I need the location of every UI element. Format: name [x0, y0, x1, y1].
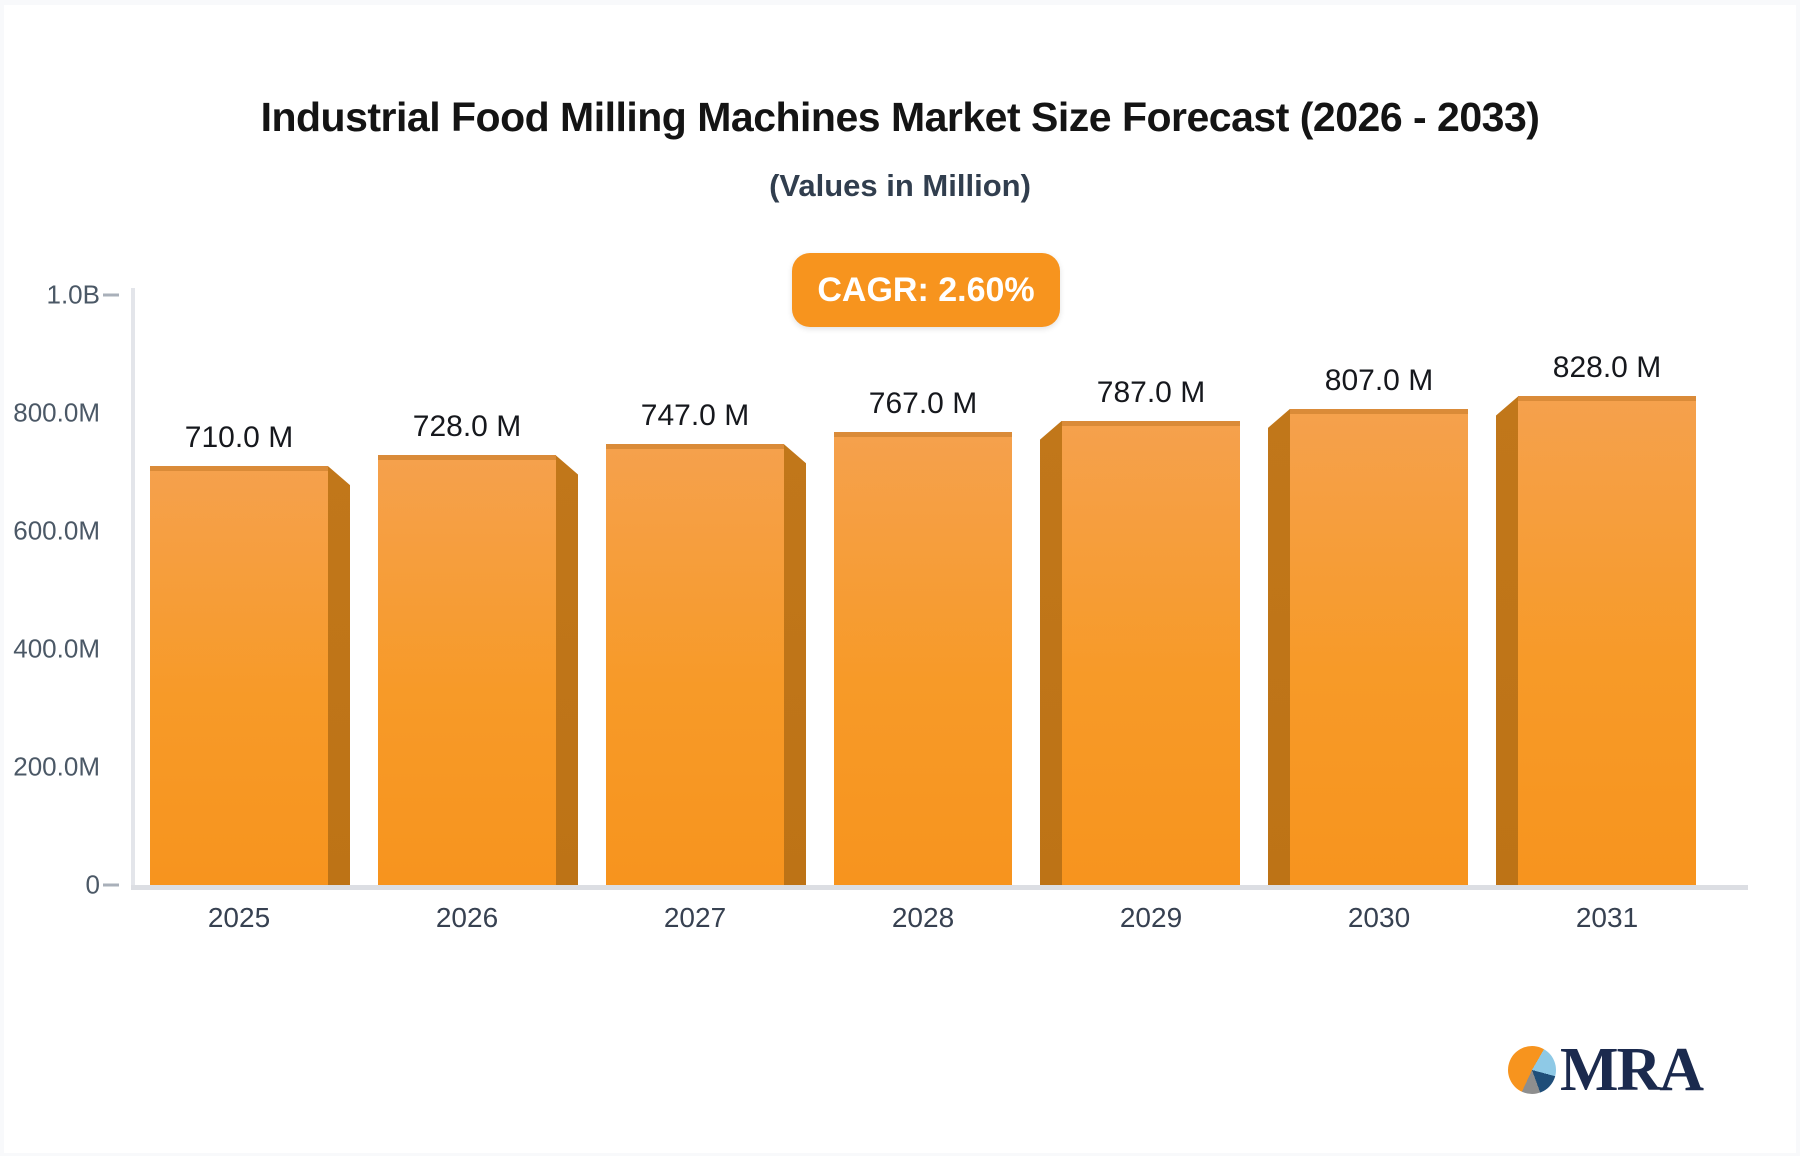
x-axis-label-2030: 2030: [1347, 902, 1411, 933]
bar-3d-side: [556, 455, 578, 885]
chart-title: Industrial Food Milling Machines Market …: [260, 94, 1540, 140]
bar-2031: [1518, 396, 1696, 885]
brand-logo-text: MRA: [1560, 1036, 1704, 1104]
x-axis-label-2029: 2029: [1119, 902, 1183, 933]
bar-3d-side: [1496, 396, 1518, 885]
brand-logo: MRA: [1508, 1036, 1704, 1104]
bar-value-label: 787.0 M: [1096, 375, 1206, 409]
bar-value-label: 767.0 M: [868, 387, 978, 421]
cagr-badge: CAGR: 2.60%: [792, 253, 1060, 327]
bar-2027: [606, 444, 784, 885]
y-tick-label: 400.0M: [13, 633, 100, 664]
y-tick-label: 1.0B: [46, 279, 101, 310]
x-axis-label-2028: 2028: [891, 902, 955, 933]
bar-3d-side: [784, 444, 806, 885]
x-axis-label-2026: 2026: [435, 902, 499, 933]
x-axis-baseline: [131, 885, 1748, 890]
y-tick-mark: [103, 883, 119, 887]
cagr-badge-label: CAGR: 2.60%: [817, 270, 1035, 309]
y-tick-label: 800.0M: [13, 397, 100, 428]
bar-2025: [150, 466, 328, 885]
x-axis-label-2027: 2027: [663, 902, 727, 933]
bar-2028: [834, 432, 1012, 885]
y-tick-label: 200.0M: [13, 751, 100, 782]
bar-value-label: 828.0 M: [1552, 351, 1662, 385]
y-axis-line: [131, 288, 135, 889]
pie-chart-logo-icon: [1508, 1046, 1556, 1094]
x-axis-label-2025: 2025: [207, 902, 271, 933]
y-tick-label: 600.0M: [13, 515, 100, 546]
y-tick-label: 0: [85, 869, 100, 900]
bar-3d-side: [328, 466, 350, 885]
bar-3d-side: [1268, 408, 1290, 885]
bar-value-label: 710.0 M: [184, 421, 294, 455]
bar-value-label: 728.0 M: [412, 410, 522, 444]
bar-value-label: 747.0 M: [640, 399, 750, 433]
bar-2026: [378, 455, 556, 885]
x-axis-label-2031: 2031: [1575, 902, 1639, 933]
bar-3d-side: [1040, 420, 1062, 885]
bar-2029: [1062, 420, 1240, 885]
y-tick-mark: [103, 293, 119, 297]
chart-subtitle: (Values in Million): [769, 168, 1031, 203]
bar-value-label: 807.0 M: [1324, 363, 1434, 397]
bar-2030: [1290, 408, 1468, 885]
